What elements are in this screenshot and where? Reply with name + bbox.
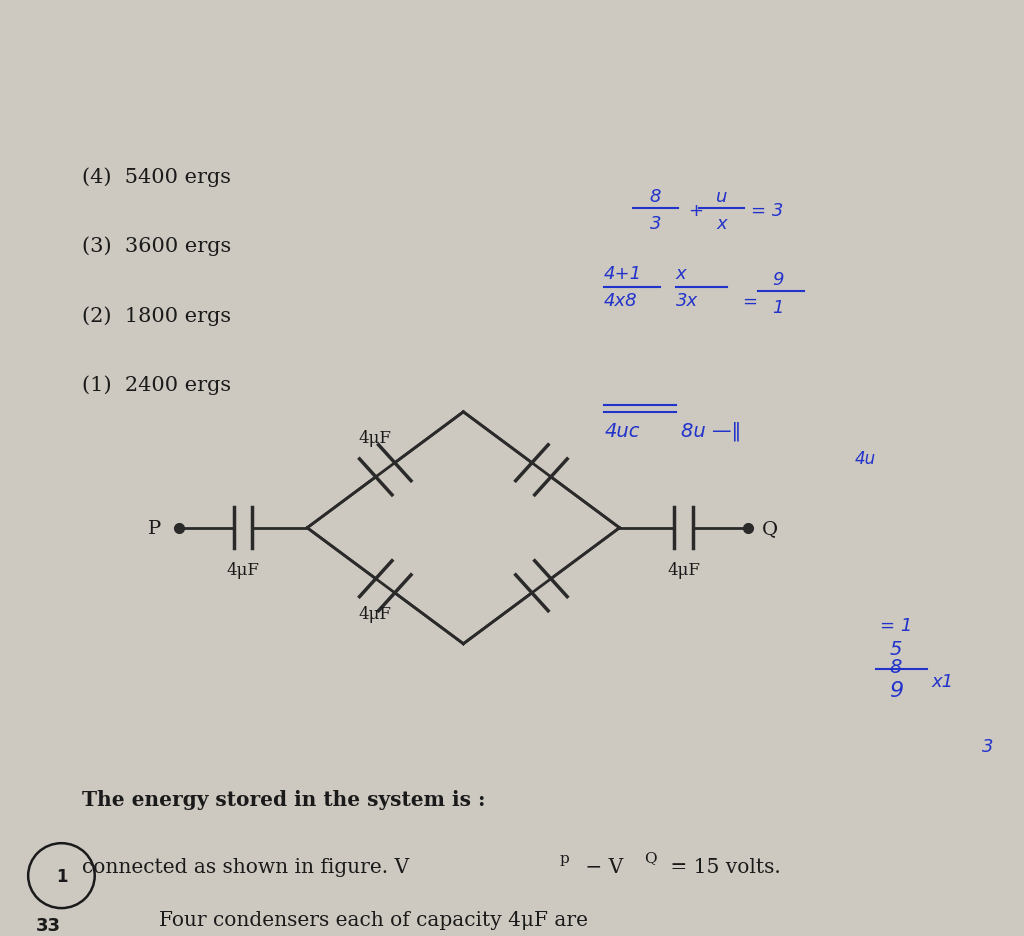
Text: x: x xyxy=(676,264,686,283)
Text: The energy stored in the system is :: The energy stored in the system is : xyxy=(82,790,485,810)
Text: 4μF: 4μF xyxy=(667,562,700,578)
Text: = 3: = 3 xyxy=(751,201,783,219)
Text: 4+1: 4+1 xyxy=(604,264,642,283)
Text: =: = xyxy=(742,292,758,310)
Text: Q: Q xyxy=(644,851,656,865)
Text: Q: Q xyxy=(762,519,778,537)
Text: 8: 8 xyxy=(890,658,902,677)
Text: x1: x1 xyxy=(932,672,954,690)
Text: = 1: = 1 xyxy=(880,617,912,635)
Text: 4x8: 4x8 xyxy=(604,292,638,310)
Text: 4μF: 4μF xyxy=(358,430,391,446)
Text: connected as shown in figure. V: connected as shown in figure. V xyxy=(82,857,409,876)
Text: 9: 9 xyxy=(889,680,903,700)
Text: p: p xyxy=(559,851,569,865)
Text: (3)  3600 ergs: (3) 3600 ergs xyxy=(82,236,231,256)
Text: u: u xyxy=(716,187,728,205)
Text: (4)  5400 ergs: (4) 5400 ergs xyxy=(82,167,231,186)
Text: 4μF: 4μF xyxy=(358,606,391,622)
Text: 8: 8 xyxy=(649,187,662,205)
Text: 3: 3 xyxy=(649,215,662,233)
Text: (1)  2400 ergs: (1) 2400 ergs xyxy=(82,375,231,395)
Text: 3x: 3x xyxy=(676,292,698,310)
Text: 1: 1 xyxy=(772,299,784,316)
Text: − V: − V xyxy=(579,857,623,876)
Text: 4μF: 4μF xyxy=(226,562,260,578)
Text: (2)  1800 ergs: (2) 1800 ergs xyxy=(82,306,231,326)
Text: Four condensers each of capacity 4μF are: Four condensers each of capacity 4μF are xyxy=(159,910,588,929)
Text: 1: 1 xyxy=(55,867,68,885)
Text: P: P xyxy=(147,519,161,537)
Text: 4u: 4u xyxy=(855,449,876,468)
Text: 9: 9 xyxy=(772,271,784,289)
Text: 3: 3 xyxy=(982,737,994,755)
Text: x: x xyxy=(717,215,727,233)
Text: 4uc: 4uc xyxy=(604,421,640,441)
Text: 8u —‖: 8u —‖ xyxy=(681,421,741,441)
Text: 5: 5 xyxy=(890,639,902,658)
Text: +: + xyxy=(688,201,703,219)
Text: 33: 33 xyxy=(36,915,60,933)
Text: = 15 volts.: = 15 volts. xyxy=(664,857,780,876)
